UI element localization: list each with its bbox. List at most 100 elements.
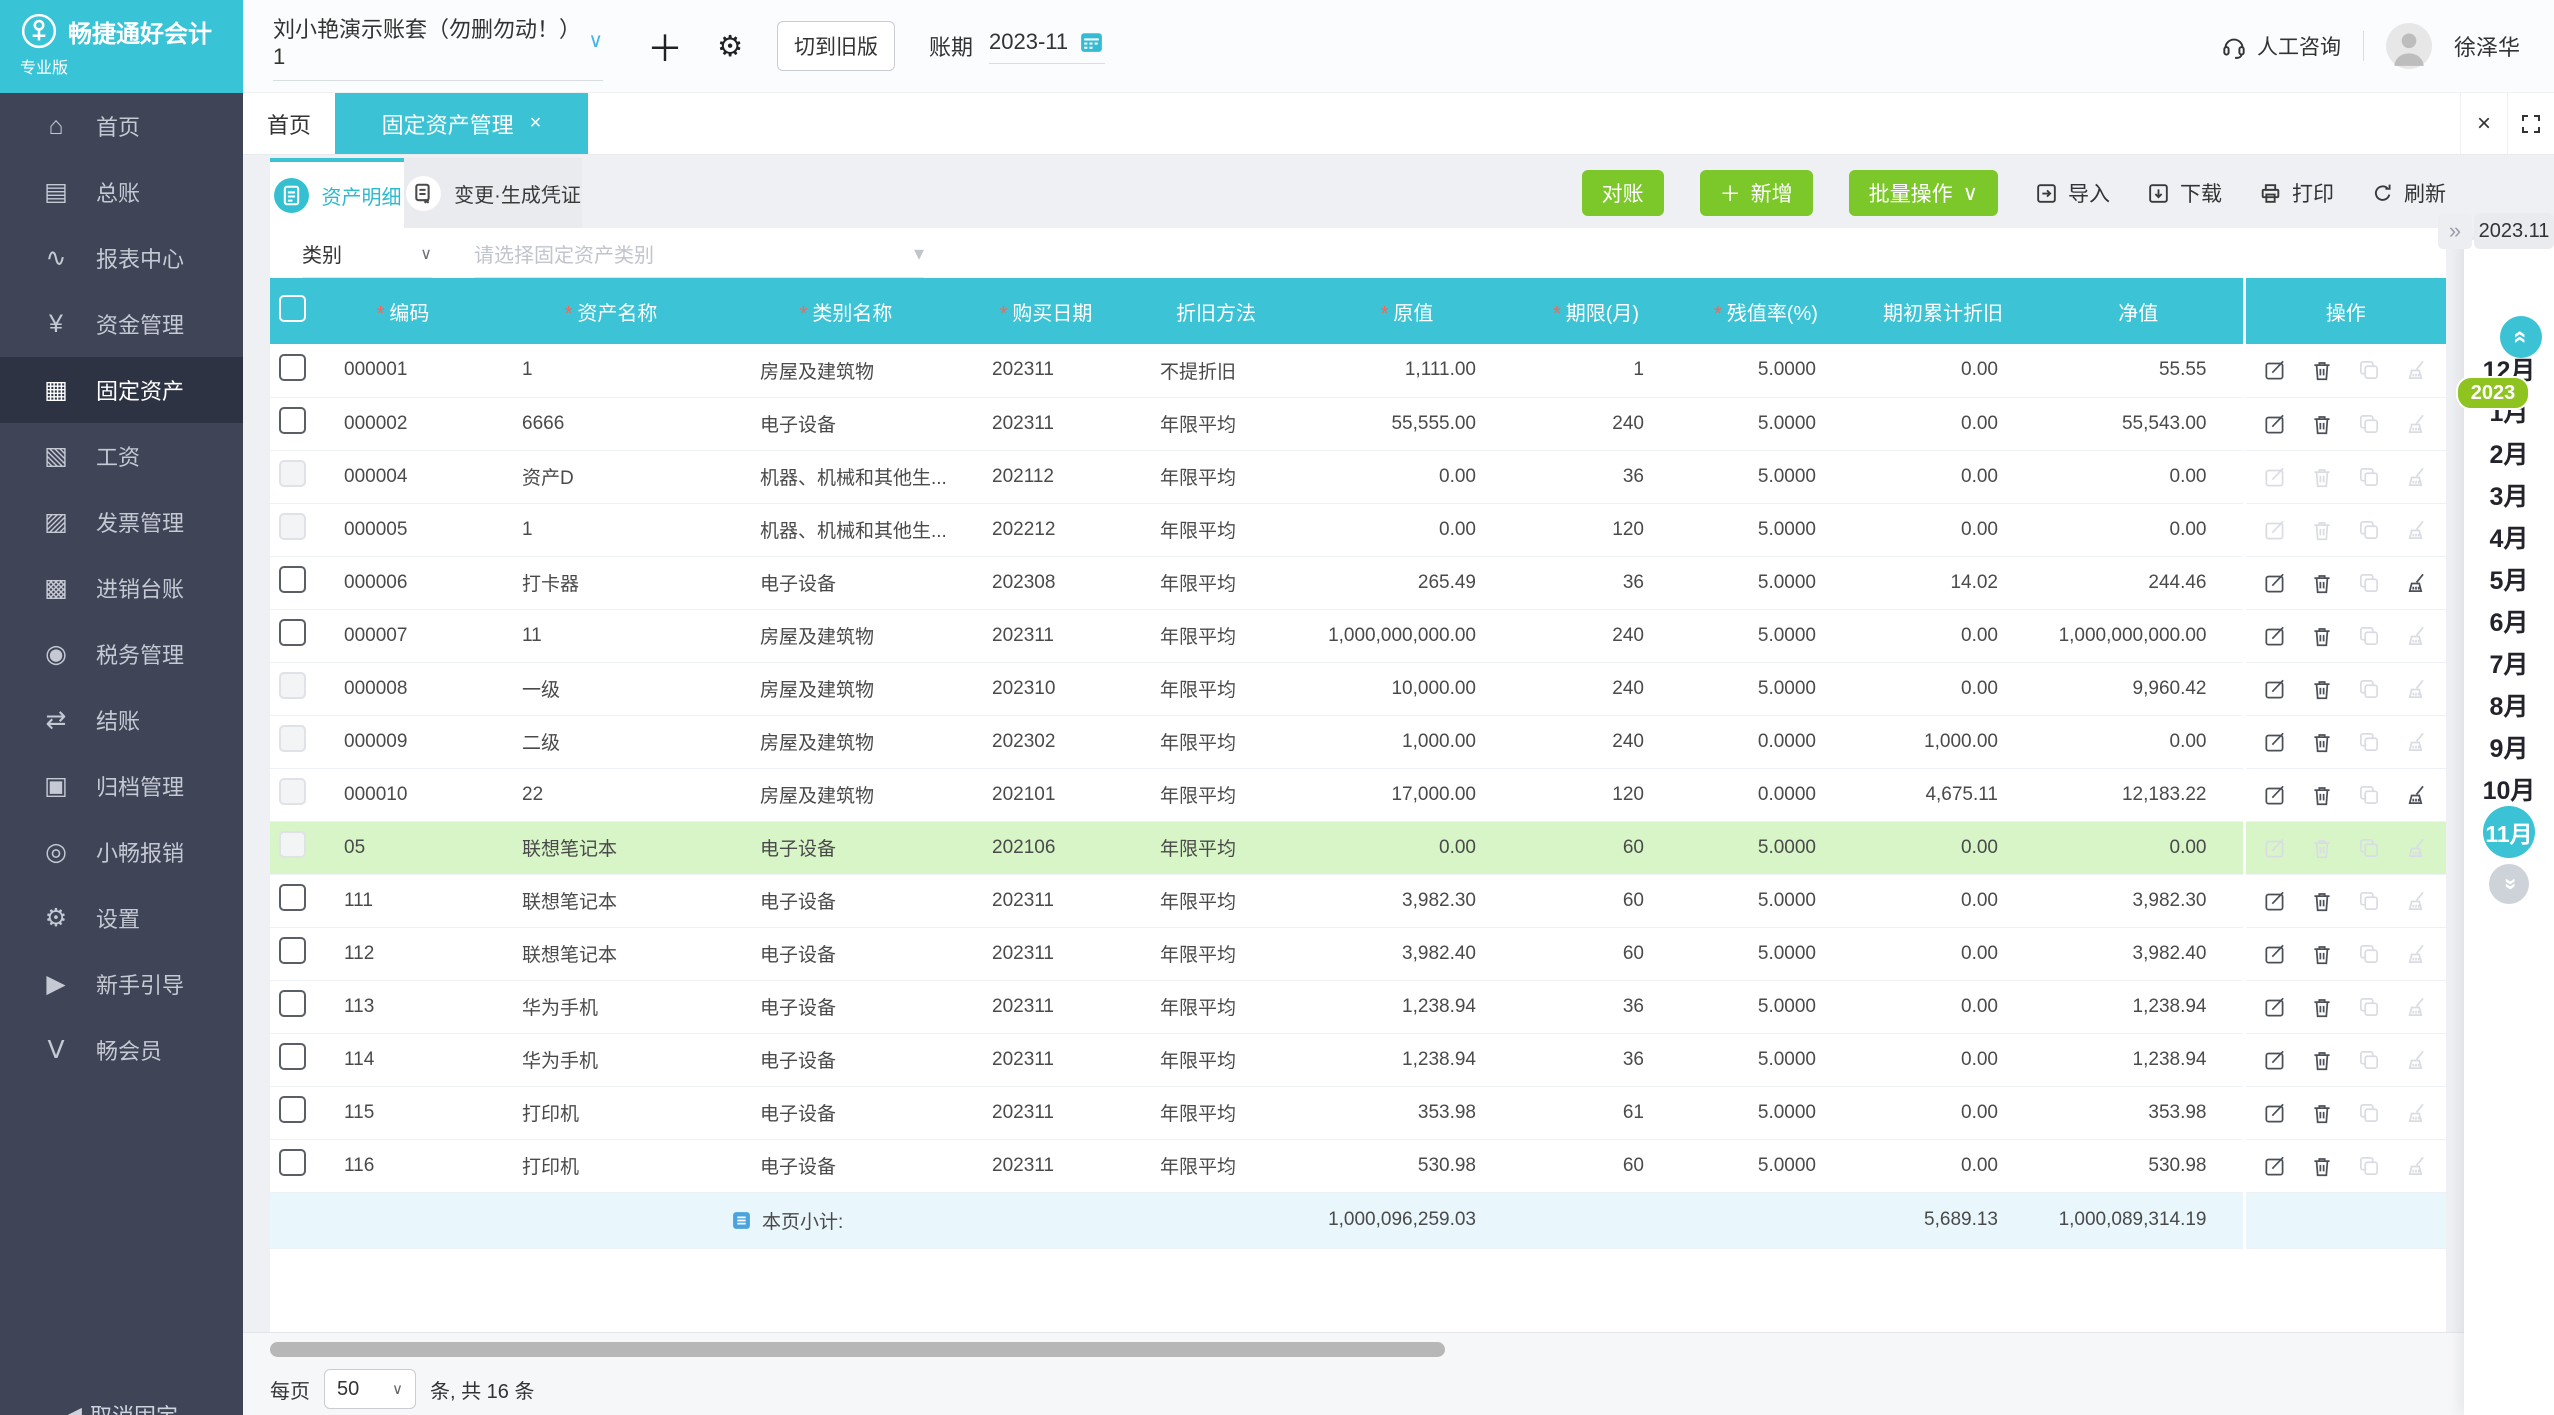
row-checkbox[interactable] (278, 619, 306, 646)
calendar-month-2月[interactable]: 2月 (2489, 441, 2529, 469)
delete-icon[interactable] (2309, 676, 2335, 702)
row-checkbox[interactable] (278, 407, 306, 434)
import-button[interactable]: 导入 (2034, 178, 2110, 208)
sidebar-item-home[interactable]: ⌂ 首页 (0, 93, 243, 159)
row-checkbox (278, 513, 306, 540)
edit-icon[interactable] (2262, 888, 2288, 914)
row-checkbox[interactable] (278, 566, 306, 593)
brush-icon[interactable] (2403, 570, 2429, 596)
calendar-month-8月[interactable]: 8月 (2489, 693, 2529, 721)
sidebar-item-closing[interactable]: ⇄ 结账 (0, 687, 243, 753)
sidebar-item-tax[interactable]: ◉ 税务管理 (0, 621, 243, 687)
edit-icon[interactable] (2262, 994, 2288, 1020)
calendar-month-9月[interactable]: 9月 (2489, 735, 2529, 763)
download-button[interactable]: 下载 (2146, 178, 2222, 208)
header-select-all[interactable] (270, 278, 314, 344)
delete-icon[interactable] (2309, 941, 2335, 967)
add-account-set-button[interactable]: ＋ (647, 28, 684, 69)
sidebar-item-member[interactable]: Ⅴ 畅会员 (0, 1017, 243, 1083)
batch-operations-button[interactable]: 批量操作 ∨ (1848, 170, 1998, 216)
edit-icon[interactable] (2262, 1047, 2288, 1073)
subtab-asset-detail[interactable]: 资产明细 (270, 158, 404, 228)
calendar-collapse-handle[interactable]: » (2438, 213, 2472, 249)
select-all-checkbox[interactable] (278, 294, 306, 322)
sidebar-item-ledger[interactable]: ▤ 总账 (0, 159, 243, 225)
calendar-month-5月[interactable]: 5月 (2489, 567, 2529, 595)
support-link[interactable]: 人工咨询 (2220, 31, 2341, 61)
sidebar-item-invoice[interactable]: ▨ 发票管理 (0, 489, 243, 555)
close-page-button[interactable]: × (2460, 93, 2507, 154)
edit-icon[interactable] (2262, 729, 2288, 755)
calendar-month-3月[interactable]: 3月 (2489, 483, 2529, 511)
username[interactable]: 徐泽华 (2453, 35, 2520, 60)
brush-icon (2403, 1153, 2429, 1179)
switch-old-version-button[interactable]: 切到旧版 (777, 21, 896, 71)
edit-icon[interactable] (2262, 623, 2288, 649)
sidebar-item-purchase-sale[interactable]: ▩ 进销台账 (0, 555, 243, 621)
delete-icon[interactable] (2309, 570, 2335, 596)
sidebar-item-report[interactable]: ∿ 报表中心 (0, 225, 243, 291)
sidebar-pin-toggle[interactable]: ◀ 取消固定 (0, 1399, 243, 1415)
cell-method: 年限平均 (1130, 450, 1302, 504)
sidebar-item-settings[interactable]: ⚙ 设置 (0, 885, 243, 951)
delete-icon[interactable] (2309, 1047, 2335, 1073)
calendar-month-6月[interactable]: 6月 (2489, 609, 2529, 637)
tab-fixed-asset-management[interactable]: 固定资产管理 × (335, 93, 588, 154)
avatar[interactable] (2385, 23, 2432, 69)
reconcile-button[interactable]: 对账 (1581, 170, 1664, 216)
row-checkbox[interactable] (278, 937, 306, 964)
print-button[interactable]: 打印 (2258, 178, 2334, 208)
tab-home[interactable]: 首页 (266, 112, 311, 138)
row-checkbox[interactable] (278, 1149, 306, 1176)
category-select[interactable]: 请选择固定资产类别 ▾ (474, 239, 924, 278)
cell-name: 华为手机 (492, 980, 730, 1034)
edit-icon[interactable] (2262, 941, 2288, 967)
calendar-scroll-down-button[interactable]: « (2489, 864, 2529, 904)
brush-icon[interactable] (2403, 782, 2429, 808)
sidebar-item-fixed-assets[interactable]: ▦ 固定资产 (0, 357, 243, 423)
delete-icon[interactable] (2309, 994, 2335, 1020)
row-checkbox[interactable] (278, 1043, 306, 1070)
settings-gear-icon[interactable]: ⚙ (717, 30, 744, 63)
cell-code: 000008 (314, 662, 492, 716)
row-checkbox[interactable] (278, 353, 306, 381)
delete-icon[interactable] (2309, 782, 2335, 808)
add-asset-button[interactable]: ＋ 新增 (1699, 170, 1813, 216)
edit-icon[interactable] (2262, 782, 2288, 808)
sidebar-item-funds[interactable]: ¥ 资金管理 (0, 291, 243, 357)
refresh-button[interactable]: 刷新 (2370, 178, 2446, 208)
edit-icon[interactable] (2262, 1100, 2288, 1126)
delete-icon[interactable] (2309, 729, 2335, 755)
delete-icon[interactable] (2309, 357, 2335, 383)
fullscreen-button[interactable] (2507, 93, 2554, 154)
sidebar-item-salary[interactable]: ▧ 工资 (0, 423, 243, 489)
sidebar-item-guide[interactable]: ▶ 新手引导 (0, 951, 243, 1017)
row-checkbox[interactable] (278, 884, 306, 911)
delete-icon[interactable] (2309, 623, 2335, 649)
calendar-month-7月[interactable]: 7月 (2489, 651, 2529, 679)
edit-icon[interactable] (2262, 676, 2288, 702)
delete-icon[interactable] (2309, 411, 2335, 437)
scroll-to-top-button[interactable]: « (2500, 316, 2542, 358)
sidebar-item-archive[interactable]: ▣ 归档管理 (0, 753, 243, 819)
per-page-select[interactable]: 50 ∨ (324, 1369, 416, 1409)
delete-icon[interactable] (2309, 1100, 2335, 1126)
edit-icon[interactable] (2262, 357, 2288, 383)
horizontal-scrollbar[interactable] (270, 1342, 1445, 1357)
calendar-month-10月[interactable]: 10月 (2482, 777, 2536, 805)
edit-icon[interactable] (2262, 411, 2288, 437)
sidebar-item-reimburse[interactable]: ◎ 小畅报销 (0, 819, 243, 885)
subtab-change-voucher[interactable]: 变更·生成凭证 (404, 158, 582, 228)
edit-icon[interactable] (2262, 570, 2288, 596)
delete-icon[interactable] (2309, 1153, 2335, 1179)
account-set-selector[interactable]: 刘小艳演示账套（勿删勿动！）1 ∨ (273, 12, 603, 81)
row-checkbox[interactable] (278, 990, 306, 1017)
tab-close-icon[interactable]: × (529, 112, 542, 134)
calendar-month-11月[interactable]: 11月 (2483, 806, 2535, 858)
row-checkbox[interactable] (278, 1096, 306, 1123)
edit-icon[interactable] (2262, 1153, 2288, 1179)
delete-icon[interactable] (2309, 888, 2335, 914)
category-filter-dropdown[interactable]: 类别 ∨ (302, 239, 432, 278)
period-selector[interactable]: 2023-11 (989, 28, 1106, 64)
calendar-month-4月[interactable]: 4月 (2489, 525, 2529, 553)
